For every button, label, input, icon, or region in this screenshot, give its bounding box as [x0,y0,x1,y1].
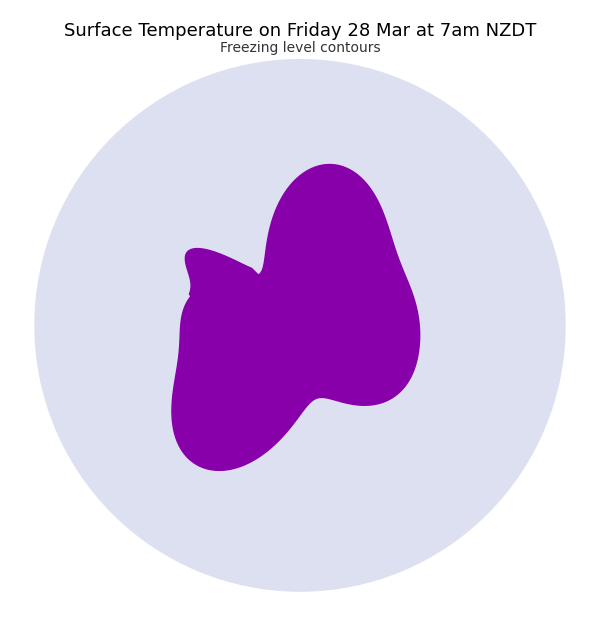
Circle shape [35,60,565,591]
Text: Surface Temperature on Friday 28 Mar at 7am NZDT: Surface Temperature on Friday 28 Mar at … [64,22,537,40]
Text: Freezing level contours: Freezing level contours [220,41,381,56]
Polygon shape [172,165,419,470]
